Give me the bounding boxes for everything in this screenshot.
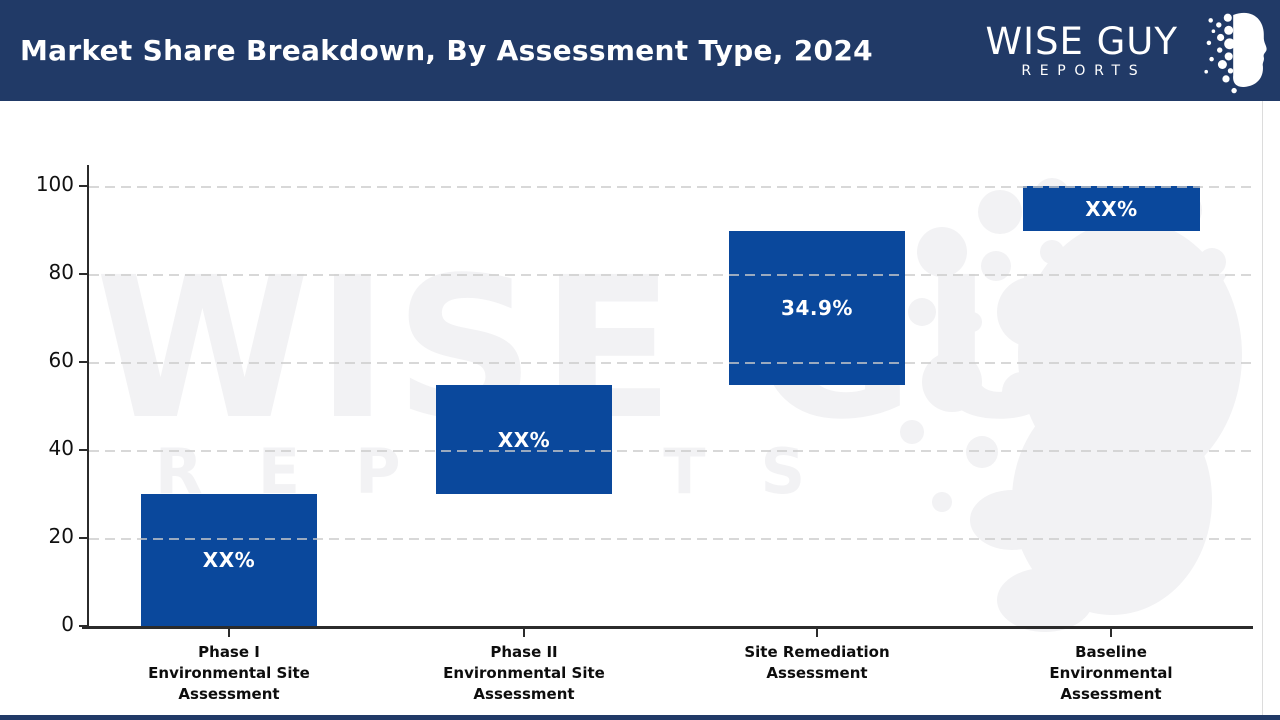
gridline-100 <box>89 186 1253 188</box>
gridline-60 <box>89 362 1253 364</box>
y-tick-0 <box>79 625 88 627</box>
bar-value-label: 34.9% <box>781 296 853 320</box>
wiseguy-logo: WISE GUY REPORTS <box>986 6 1272 96</box>
x-label-line: Phase I <box>198 643 260 661</box>
plot-right-border <box>1262 101 1263 715</box>
x-label-line: Environmental Site <box>443 664 605 682</box>
y-tick-100 <box>79 185 88 187</box>
x-label-line: Environmental <box>1049 664 1173 682</box>
x-label-line: Assessment <box>178 685 280 703</box>
chart-area: WISE GUY REPORTS <box>0 101 1280 715</box>
bar-value-label: XX% <box>202 548 256 572</box>
x-label-line: Environmental Site <box>148 664 310 682</box>
header-bar: Market Share Breakdown, By Assessment Ty… <box>0 0 1280 101</box>
bar-phase-1-esa: XX% <box>141 494 317 626</box>
y-tick-label-60: 60 <box>48 348 74 372</box>
logo-wordmark: WISE GUY <box>985 20 1178 63</box>
watermark-head-icon <box>900 178 1242 632</box>
y-tick-60 <box>79 361 88 363</box>
y-axis-spine <box>87 165 89 629</box>
bar-value-label: XX% <box>1085 196 1138 221</box>
footer-bar <box>0 715 1280 720</box>
gridline-40 <box>89 450 1253 452</box>
bar-baseline-environmental: XX% <box>1023 186 1200 231</box>
x-axis-label-baseline: Baseline Environmental Assessment <box>961 642 1261 705</box>
y-tick-80 <box>79 273 88 275</box>
y-tick-label-100: 100 <box>35 172 74 196</box>
y-tick-label-80: 80 <box>48 260 74 284</box>
x-tick-site-remediation <box>816 629 818 637</box>
y-tick-20 <box>79 537 88 539</box>
x-label-line: Site Remediation <box>744 643 890 661</box>
y-tick-label-40: 40 <box>48 436 74 460</box>
x-label-line: Assessment <box>473 685 575 703</box>
y-tick-label-0: 0 <box>61 612 74 636</box>
gridline-80 <box>89 274 1253 276</box>
x-axis-spine <box>82 626 1253 629</box>
x-tick-phase-1 <box>228 629 230 637</box>
x-label-line: Phase II <box>490 643 558 661</box>
x-axis-label-phase-2: Phase II Environmental Site Assessment <box>374 642 674 705</box>
x-axis-label-site-remediation: Site Remediation Assessment <box>667 642 967 684</box>
x-label-line: Assessment <box>1060 685 1162 703</box>
bar-phase-2-esa: XX% <box>436 385 612 494</box>
logo-text: WISE GUY REPORTS <box>986 23 1178 79</box>
y-tick-label-20: 20 <box>48 524 74 548</box>
logo-subtext: REPORTS <box>1021 63 1147 79</box>
x-label-line: Baseline <box>1075 643 1147 661</box>
bar-site-remediation: 34.9% <box>729 231 905 385</box>
y-tick-40 <box>79 449 88 451</box>
bar-value-label: XX% <box>497 427 551 452</box>
gridline-20 <box>89 538 1253 540</box>
x-axis-label-phase-1: Phase I Environmental Site Assessment <box>79 642 379 705</box>
x-tick-baseline <box>1110 629 1112 637</box>
x-tick-phase-2 <box>523 629 525 637</box>
x-label-line: Assessment <box>766 664 868 682</box>
wiseguy-head-icon <box>1204 12 1267 94</box>
chart-title: Market Share Breakdown, By Assessment Ty… <box>20 34 873 67</box>
